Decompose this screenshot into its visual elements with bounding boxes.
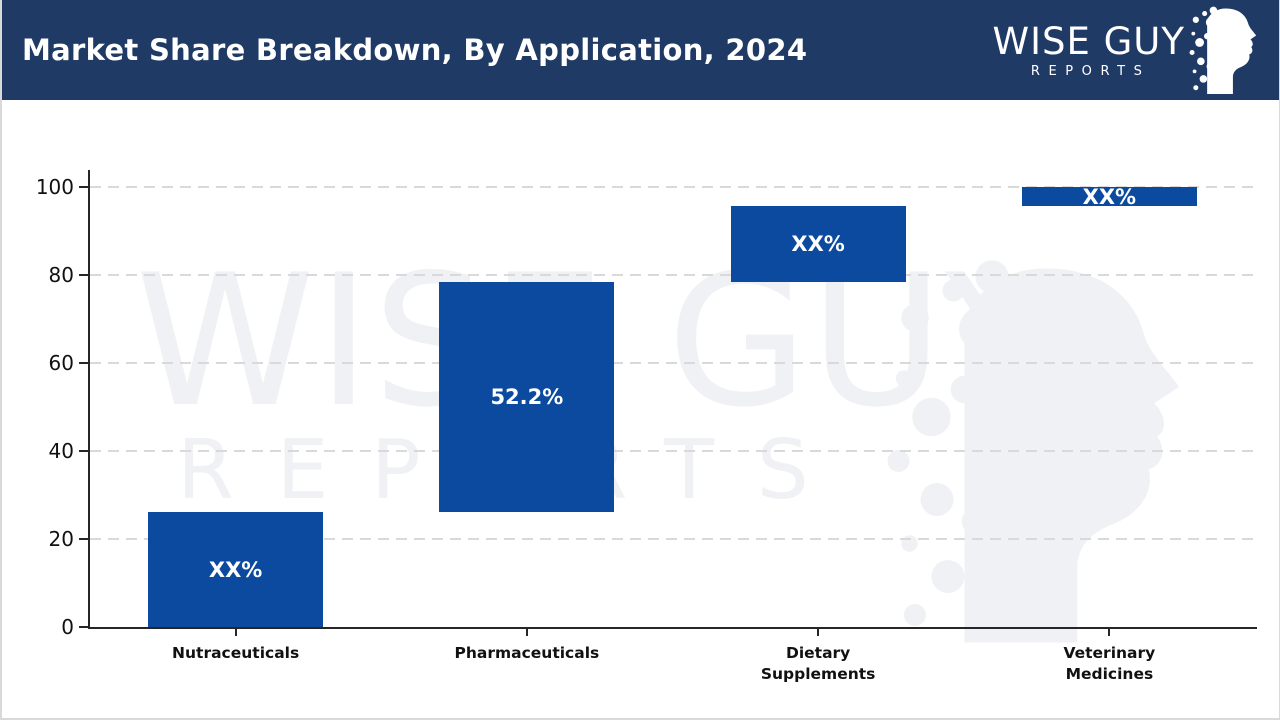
- gridline-y-60: [90, 362, 1255, 364]
- gridline-y-100: [90, 186, 1255, 188]
- y-tick-0: [79, 626, 88, 628]
- bar-value-label: XX%: [1082, 184, 1137, 209]
- header-bar: Market Share Breakdown, By Application, …: [2, 0, 1279, 100]
- wise-guy-logo: WISE GUY REPORTS: [993, 6, 1265, 94]
- x-tick-3: [817, 627, 820, 636]
- y-tick-60: [79, 362, 88, 364]
- y-axis-tick-label: 0: [61, 615, 74, 639]
- y-axis-tick-label: 40: [48, 439, 74, 463]
- y-axis-tick-label: 60: [48, 351, 74, 375]
- y-tick-100: [79, 186, 88, 188]
- gridline-y-40: [90, 450, 1255, 452]
- x-axis-category-label: Dietary Supplements: [760, 644, 876, 683]
- bar-veterinary-medicines: XX%: [1021, 184, 1197, 209]
- logo-text-reports: REPORTS: [1030, 63, 1151, 79]
- x-axis-category-label: Veterinary Medicines: [1063, 644, 1156, 683]
- y-axis-tick-label: 80: [48, 263, 74, 287]
- bar-value-label: XX%: [791, 232, 845, 257]
- y-tick-80: [79, 274, 88, 276]
- y-tick-20: [79, 538, 88, 540]
- gridline-y-20: [90, 538, 1255, 540]
- logo-face-icon: [1189, 6, 1257, 94]
- bar-pharmaceuticals: 52.2%: [439, 282, 615, 513]
- bar-nutraceuticals: XX%: [148, 512, 324, 627]
- y-axis-tick-label: 100: [35, 175, 74, 199]
- y-axis-spine: [88, 170, 90, 629]
- bar-value-label: 52.2%: [490, 385, 564, 410]
- page-title: Market Share Breakdown, By Application, …: [22, 33, 808, 67]
- bar-value-label: XX%: [208, 557, 263, 582]
- logo-text-wise-guy: WISE GUY: [992, 19, 1185, 63]
- y-axis-tick-label: 20: [48, 527, 74, 551]
- y-tick-40: [79, 450, 88, 452]
- logo-wordmark: WISE GUY REPORTS: [993, 23, 1185, 78]
- x-axis-spine: [88, 627, 1257, 629]
- plot-area: 0 20 40 60 80 100 XX% 52.2% XX% XX% Nutraceuticals…: [36, 175, 1255, 683]
- x-tick-1: [234, 627, 237, 636]
- x-tick-2: [525, 627, 528, 636]
- bar-dietary-supplements: XX%: [730, 206, 906, 283]
- x-axis-category-label: Pharmaceuticals: [454, 644, 600, 662]
- gridline-y-80: [90, 274, 1255, 276]
- x-axis-category-label: Nutraceuticals: [172, 644, 300, 662]
